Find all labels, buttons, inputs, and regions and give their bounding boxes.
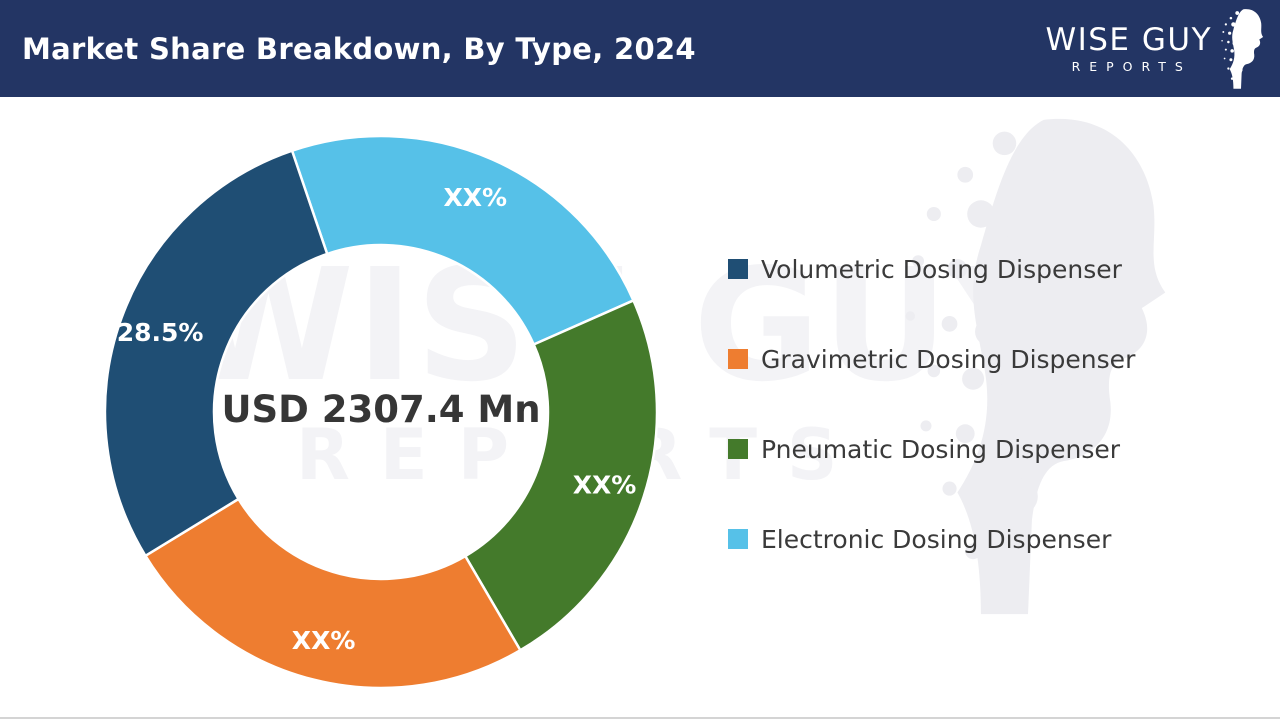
- legend-swatch-icon: [728, 529, 748, 549]
- chart-center-value: USD 2307.4 Mn: [221, 388, 540, 431]
- legend-item-electronic: Electronic Dosing Dispenser: [728, 522, 1135, 556]
- slice-pct-label: XX%: [292, 626, 356, 655]
- slice-pct-label: XX%: [573, 470, 637, 499]
- slice-gravimetric-dosing-dispenser: [143, 497, 523, 690]
- slice-electronic-dosing-dispenser: [290, 134, 636, 347]
- logo-face-icon: [1221, 9, 1264, 89]
- legend-swatch-icon: [728, 259, 748, 279]
- slice-pct-label: XX%: [443, 183, 507, 212]
- slice-pct-label: 28.5%: [117, 318, 204, 347]
- legend-item-gravimetric: Gravimetric Dosing Dispenser: [728, 342, 1135, 376]
- legend-label: Electronic Dosing Dispenser: [761, 524, 1112, 554]
- bottom-divider: [0, 717, 1280, 719]
- legend-swatch-icon: [728, 439, 748, 459]
- logo-reports-text: REPORTS: [1071, 59, 1192, 75]
- donut-chart: USD 2307.4 Mn XX% XX% XX% 28.5%: [103, 134, 659, 690]
- header-bar: Market Share Breakdown, By Type, 2024 WI…: [0, 0, 1280, 97]
- legend-item-volumetric: Volumetric Dosing Dispenser: [728, 252, 1135, 286]
- legend-label: Pneumatic Dosing Dispenser: [761, 434, 1120, 464]
- legend-item-pneumatic: Pneumatic Dosing Dispenser: [728, 432, 1135, 466]
- legend-label: Volumetric Dosing Dispenser: [761, 254, 1122, 284]
- logo-text: WISE GUY REPORTS: [1045, 24, 1212, 75]
- wise-guy-reports-logo: WISE GUY REPORTS: [1045, 7, 1266, 91]
- legend-swatch-icon: [728, 349, 748, 369]
- chart-legend: Volumetric Dosing Dispenser Gravimetric …: [728, 252, 1135, 612]
- logo-wiseguy-text: WISE GUY: [1045, 21, 1212, 58]
- slice-volumetric-dosing-dispenser: [103, 149, 329, 558]
- page-title: Market Share Breakdown, By Type, 2024: [22, 31, 696, 66]
- slice-pneumatic-dosing-dispenser: [463, 298, 659, 652]
- legend-label: Gravimetric Dosing Dispenser: [761, 344, 1136, 374]
